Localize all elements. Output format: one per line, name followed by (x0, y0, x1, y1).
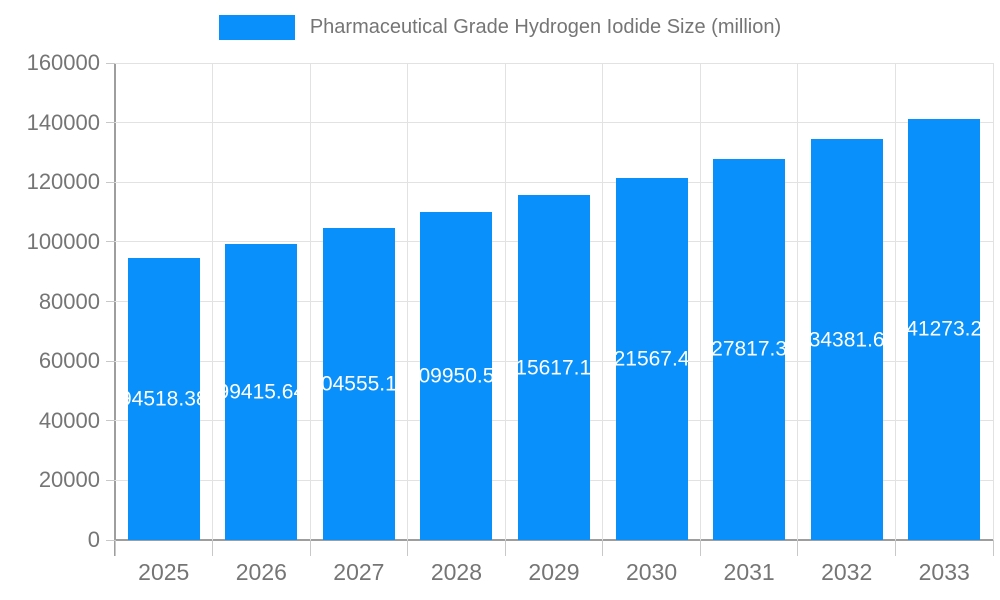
y-tick-mark (106, 241, 115, 243)
x-tick-label: 2025 (138, 559, 190, 585)
x-tick-label: 2032 (821, 559, 873, 585)
x-tick-label: 2026 (235, 559, 287, 585)
x-tick-mark (114, 540, 116, 556)
y-gridline (115, 62, 993, 64)
x-tick-label: 2027 (333, 559, 385, 585)
x-tick-mark (602, 540, 604, 556)
y-tick-label: 40000 (38, 407, 100, 433)
plot-area: 0 20000 40000 60000 80000 100000 120000 140000 1… (27, 52, 994, 584)
y-tick-label: 20000 (38, 467, 100, 493)
x-gridline (699, 63, 701, 540)
x-tick-mark (992, 540, 994, 556)
x-gridline (797, 63, 799, 540)
bar-2025: 94518.38 (127, 258, 200, 540)
x-gridline (504, 63, 506, 540)
y-tick-label: 140000 (26, 109, 100, 135)
bar-value-label: 121567.42 (615, 347, 688, 371)
y-tick-mark (106, 181, 115, 183)
x-tick-label: 2031 (723, 559, 775, 585)
x-tick-mark (407, 540, 409, 556)
bar-value-label: 127817.33 (713, 337, 786, 361)
y-tick-mark (106, 420, 115, 422)
y-tick-mark (106, 539, 115, 541)
x-tick-mark (212, 540, 214, 556)
bar-2029: 115617.19 (518, 195, 590, 540)
y-tick-label: 0 (87, 527, 100, 552)
x-tick-label: 2029 (528, 559, 580, 585)
bar-2033: 141273.27 (908, 118, 981, 540)
legend-label: Pharmaceutical Grade Hydrogen Iodide Siz… (309, 16, 782, 38)
y-tick-mark (106, 62, 115, 64)
y-tick-label: 60000 (38, 348, 100, 374)
bar-value-label: 115617.19 (518, 356, 590, 380)
y-axis-line (114, 63, 116, 556)
x-tick-mark (699, 540, 701, 556)
x-tick-mark (797, 540, 799, 556)
x-tick-label: 2028 (430, 559, 483, 585)
x-tick-label: 2030 (625, 559, 678, 585)
legend-swatch (218, 15, 295, 40)
x-gridline (602, 63, 604, 540)
y-tick-label: 120000 (26, 169, 100, 195)
bar-2031: 127817.33 (713, 158, 786, 540)
bar-value-label: 99415.64 (225, 380, 297, 404)
x-gridline (407, 63, 409, 540)
x-axis-line (115, 539, 993, 541)
chart-legend: Pharmaceutical Grade Hydrogen Iodide Siz… (0, 15, 1000, 40)
x-tick-mark (504, 540, 506, 556)
y-gridline (115, 122, 993, 124)
y-tick-mark (106, 479, 115, 481)
x-tick-mark (894, 540, 896, 556)
x-gridline (992, 63, 994, 540)
bar-value-label: 104555.17 (322, 372, 395, 396)
x-tick-label: 2033 (918, 559, 970, 585)
y-tick-mark (106, 301, 115, 302)
bar-2028: 109950.58 (420, 212, 493, 540)
x-tick-mark (309, 540, 311, 556)
bar-2026: 99415.64 (225, 243, 298, 540)
bar-2030: 121567.42 (615, 177, 688, 540)
y-tick-mark (106, 122, 115, 124)
x-gridline (894, 63, 896, 540)
bar-value-label: 141273.27 (908, 317, 981, 341)
y-gridline (115, 181, 993, 183)
y-tick-label: 80000 (38, 288, 100, 314)
bar-value-label: 109950.58 (420, 364, 493, 388)
bar-value-label: 94518.38 (128, 387, 200, 411)
y-tick-label: 100000 (26, 228, 100, 254)
x-gridline (309, 63, 311, 540)
x-gridline (212, 63, 214, 540)
y-tick-label: 160000 (26, 50, 100, 75)
bar-2027: 104555.17 (322, 228, 395, 540)
y-tick-mark (106, 360, 115, 362)
